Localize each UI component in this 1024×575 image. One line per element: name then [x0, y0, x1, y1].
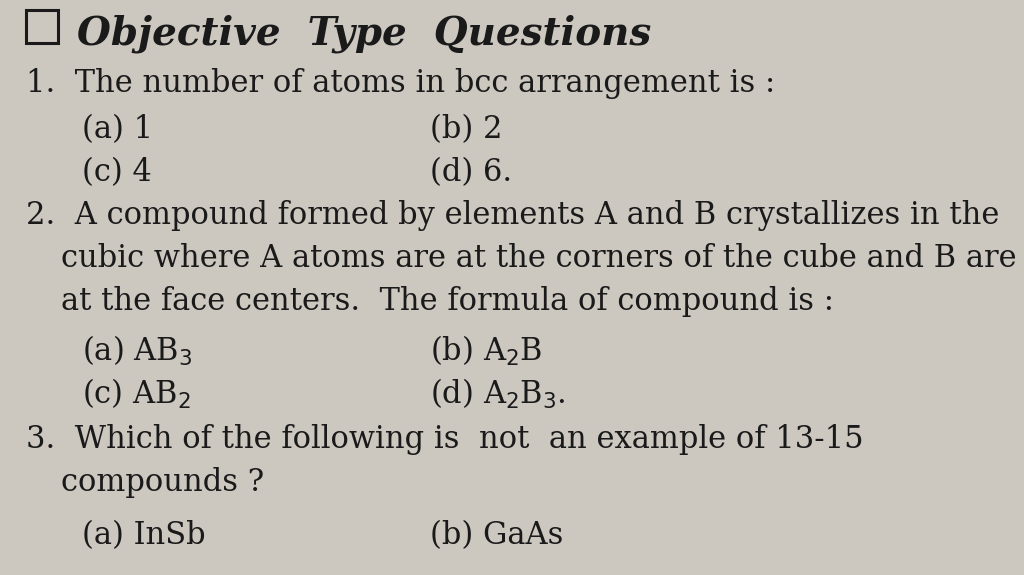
Text: (a) 1: (a) 1: [82, 114, 153, 145]
Text: (d) 6.: (d) 6.: [430, 157, 512, 188]
Text: compounds ?: compounds ?: [61, 467, 264, 499]
Text: (d) A$_2$B$_3$.: (d) A$_2$B$_3$.: [430, 377, 566, 411]
Text: (c) AB$_2$: (c) AB$_2$: [82, 377, 190, 411]
Text: (c) 4: (c) 4: [82, 157, 152, 188]
Text: cubic where A atoms are at the corners of the cube and B are: cubic where A atoms are at the corners o…: [61, 243, 1017, 274]
Text: Objective  Type  Questions: Objective Type Questions: [77, 14, 651, 52]
Text: (a) AB$_3$: (a) AB$_3$: [82, 334, 193, 368]
Text: (b) GaAs: (b) GaAs: [430, 520, 563, 551]
Text: 2.  A compound formed by elements A and B crystallizes in the: 2. A compound formed by elements A and B…: [26, 200, 999, 231]
Text: 1.  The number of atoms in bcc arrangement is :: 1. The number of atoms in bcc arrangemen…: [26, 68, 775, 99]
Text: (a) InSb: (a) InSb: [82, 520, 206, 551]
Text: (b) A$_2$B: (b) A$_2$B: [430, 334, 543, 368]
Bar: [26, 10, 58, 43]
Text: (b) 2: (b) 2: [430, 114, 503, 145]
Text: 3.  Which of the following is  not  an example of 13-15: 3. Which of the following is not an exam…: [26, 424, 863, 455]
Text: at the face centers.  The formula of compound is :: at the face centers. The formula of comp…: [61, 286, 835, 317]
